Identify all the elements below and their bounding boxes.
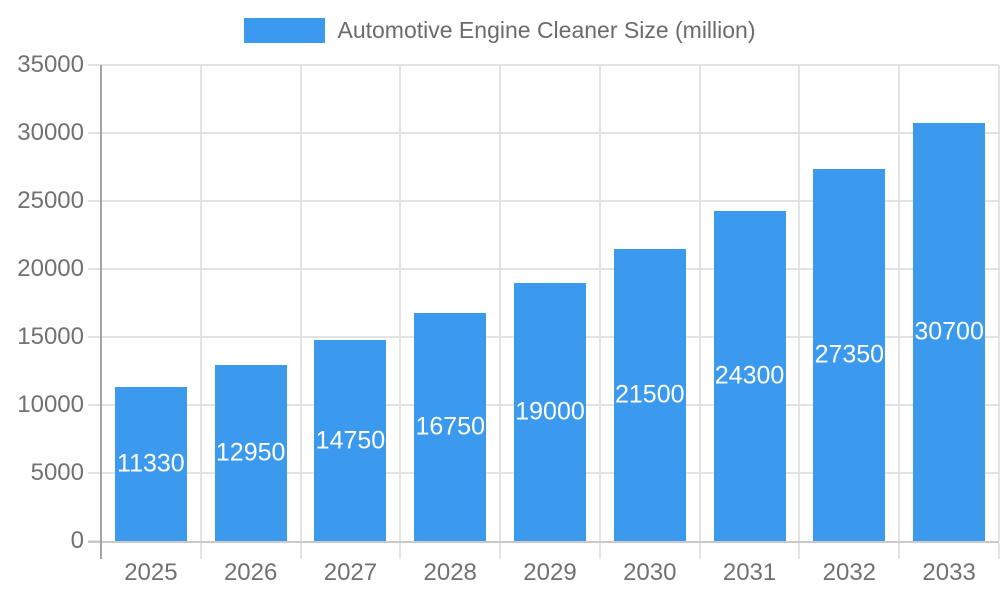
y-tick [88,132,101,134]
bar[interactable] [713,210,786,541]
bar-value-label: 12950 [215,438,286,467]
y-tick-label: 30000 [17,119,84,146]
h-gridline [101,64,999,66]
v-gridline [698,65,701,541]
bar-value-label: 19000 [515,397,585,426]
v-gridline [898,65,901,541]
x-tick-label: 2028 [423,559,477,586]
bar[interactable] [813,169,886,541]
v-gridline [798,65,801,541]
y-tick [88,64,101,66]
x-tick-label: 2029 [523,559,577,586]
bar-value-label: 30700 [914,317,984,346]
y-tick-label: 0 [70,527,84,554]
y-tick-label: 10000 [17,391,84,418]
bar-value-label: 21500 [615,380,685,409]
y-tick [88,200,101,202]
y-tick [88,404,101,406]
legend-item[interactable]: Automotive Engine Cleaner Size (million) [0,14,1000,46]
x-tick-label: 2033 [922,559,976,586]
x-tick [998,543,1000,559]
h-gridline [101,268,999,270]
y-tick-label: 15000 [17,323,84,350]
y-tick [88,268,101,270]
x-tick [698,543,701,559]
bar[interactable] [913,123,986,541]
bar-value-label: 16750 [415,412,485,441]
v-gridline [598,65,601,541]
y-tick [88,472,101,474]
v-gridline [998,65,1000,541]
bar[interactable] [314,340,387,541]
bar[interactable] [613,248,686,541]
x-tick-label: 2030 [623,559,677,586]
legend-label: Automotive Engine Cleaner Size (million) [337,16,756,43]
y-axis-line [100,65,102,559]
x-tick-label: 2025 [124,559,178,586]
v-gridline [299,65,302,541]
bar[interactable] [514,282,586,541]
x-tick-label: 2031 [722,559,777,586]
v-gridline [499,65,502,541]
x-tick [798,543,801,559]
y-tick-label: 5000 [30,459,84,486]
x-tick [199,543,202,559]
x-tick-label: 2032 [822,559,877,586]
x-tick-label: 2026 [223,559,278,586]
h-gridline [101,200,999,202]
bar[interactable] [414,313,487,541]
x-tick [499,543,502,559]
bar-value-label: 27350 [814,340,885,369]
y-tick [88,336,101,338]
v-gridline [399,65,402,541]
legend-swatch-icon [244,17,326,43]
bar[interactable] [114,386,187,541]
h-gridline [101,132,999,134]
y-tick-label: 20000 [17,255,84,282]
y-tick-label: 35000 [17,51,84,78]
y-tick-label: 25000 [17,187,84,214]
v-gridline [199,65,202,541]
x-tick-label: 2027 [323,559,378,586]
x-tick [299,543,302,559]
x-axis-line [88,541,999,543]
x-tick [898,543,901,559]
x-tick [598,543,601,559]
bar-value-label: 14750 [315,426,386,455]
bar-value-label: 24300 [714,361,785,390]
bar[interactable] [214,364,287,541]
bar-value-label: 11330 [117,449,185,478]
x-tick [399,543,402,559]
